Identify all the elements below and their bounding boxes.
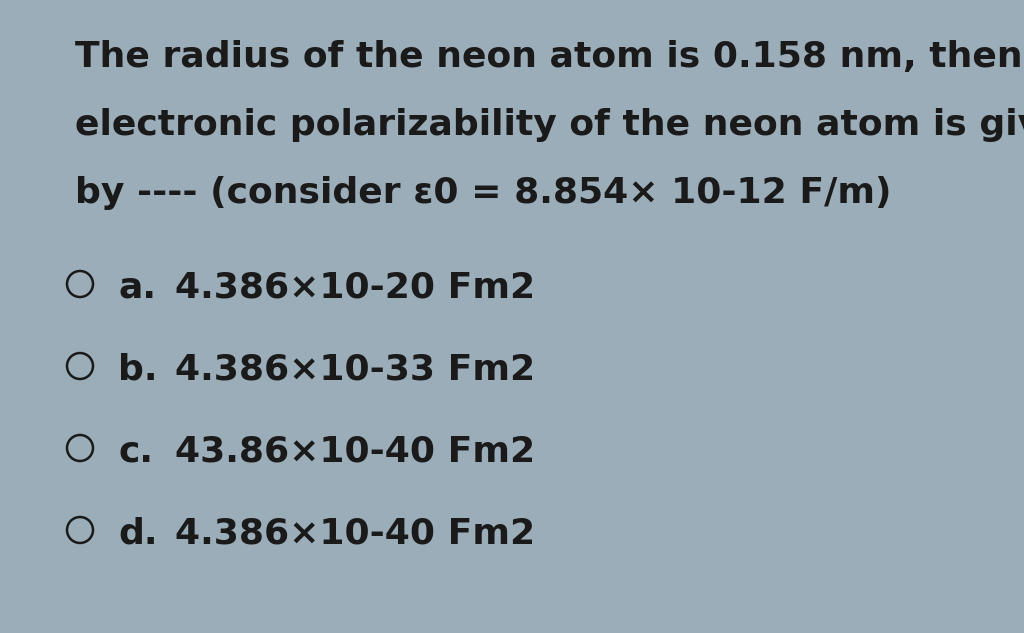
Text: c.: c. [118,435,153,469]
Text: 43.86×10-40 Fm2: 43.86×10-40 Fm2 [175,435,536,469]
Text: b.: b. [118,353,158,387]
Text: The radius of the neon atom is 0.158 nm, then the: The radius of the neon atom is 0.158 nm,… [75,40,1024,74]
Text: electronic polarizability of the neon atom is given: electronic polarizability of the neon at… [75,108,1024,142]
Text: d.: d. [118,517,158,551]
Text: a.: a. [118,271,156,305]
Text: by ---- (consider ε0 = 8.854× 10-12 F/m): by ---- (consider ε0 = 8.854× 10-12 F/m) [75,176,892,210]
Text: 4.386×10-40 Fm2: 4.386×10-40 Fm2 [175,517,536,551]
Text: 4.386×10-33 Fm2: 4.386×10-33 Fm2 [175,353,536,387]
Text: 4.386×10-20 Fm2: 4.386×10-20 Fm2 [175,271,536,305]
